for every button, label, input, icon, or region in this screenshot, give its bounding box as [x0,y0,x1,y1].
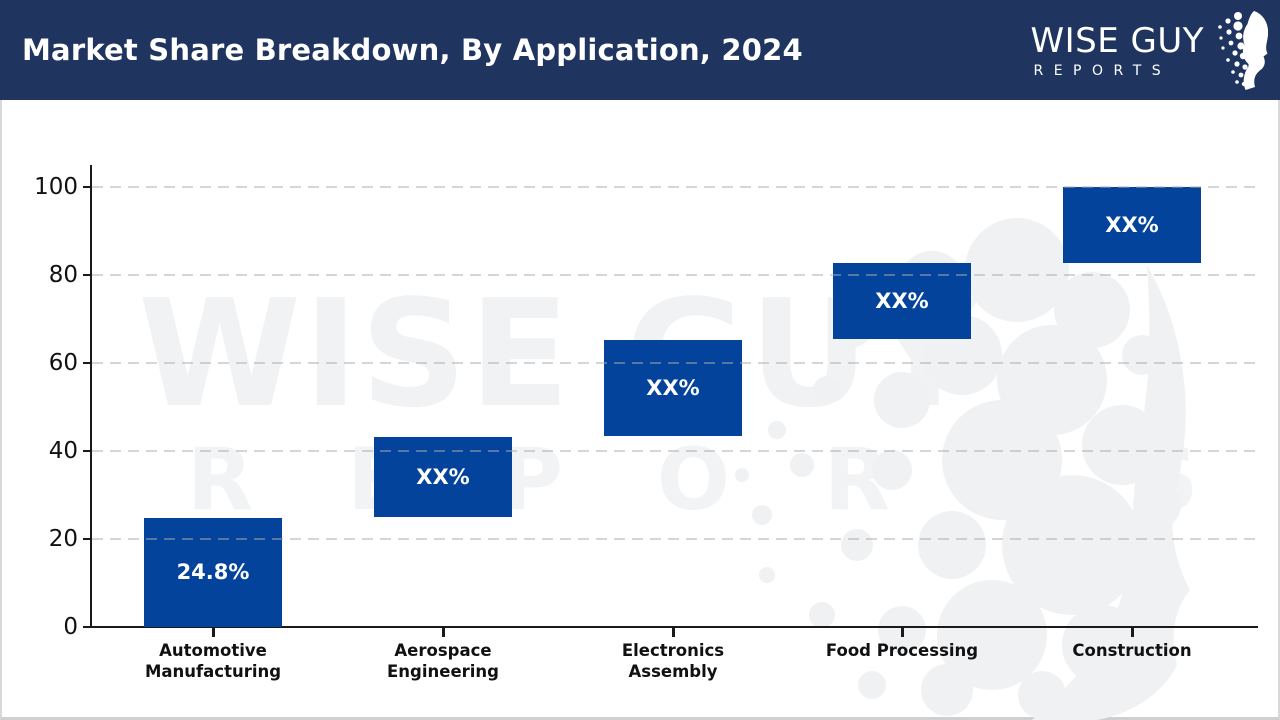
y-tick-mark-80 [83,274,91,276]
x-tick-mark-3 [672,628,675,637]
gridline-80 [92,274,1257,276]
y-tick-label-60: 60 [48,350,78,376]
logo-subtitle: REPORTS [1033,62,1172,79]
wise-guy-logo: WISE GUY REPORTS [1030,6,1268,94]
x-tick-mark-5 [1131,628,1134,637]
gridline-100 [92,186,1257,188]
y-tick-mark-0 [83,626,91,628]
logo-text: WISE GUY REPORTS [1030,22,1204,79]
logo-wordmark: WISE GUY [1030,20,1204,61]
gridline-40 [92,450,1257,452]
bar-value-label: XX% [875,288,929,313]
bar-5: XX% [1063,187,1201,263]
bar-value-label: XX% [416,465,470,490]
bar-value-label: XX% [1105,212,1159,237]
y-tick-label-100: 100 [34,174,78,200]
x-category-label-3: Electronics Assembly [621,641,725,681]
y-tick-label-20: 20 [48,526,78,552]
y-tick-mark-20 [83,538,91,540]
x-category-label-1: Automotive Manufacturing [144,641,282,681]
y-tick-label-80: 80 [48,262,78,288]
header-bar: Market Share Breakdown, By Application, … [0,0,1280,100]
x-category-label-4: Food Processing [825,641,979,660]
chart-canvas: WISE GUY R E P O R T S [0,100,1280,720]
bar-value-label: 24.8% [176,560,250,585]
x-category-label-5: Construction [1072,641,1192,660]
bar-value-label: XX% [646,376,700,401]
x-category-label-2: Aerospace Engineering [387,641,499,681]
y-tick-mark-60 [83,362,91,364]
page-title: Market Share Breakdown, By Application, … [22,33,803,67]
bar-3: XX% [604,340,742,437]
dotted-head-icon [1218,11,1268,90]
y-tick-label-0: 0 [63,614,78,640]
bar-1: 24.8% [144,517,282,627]
y-tick-label-40: 40 [48,438,78,464]
y-tick-mark-100 [83,186,91,188]
y-tick-mark-40 [83,450,91,452]
x-tick-mark-1 [212,628,215,637]
x-tick-mark-4 [901,628,904,637]
y-axis-line [90,165,92,628]
x-axis-line [85,626,1258,628]
gridline-60 [92,362,1257,364]
x-tick-mark-2 [442,628,445,637]
gridline-20 [92,538,1257,540]
